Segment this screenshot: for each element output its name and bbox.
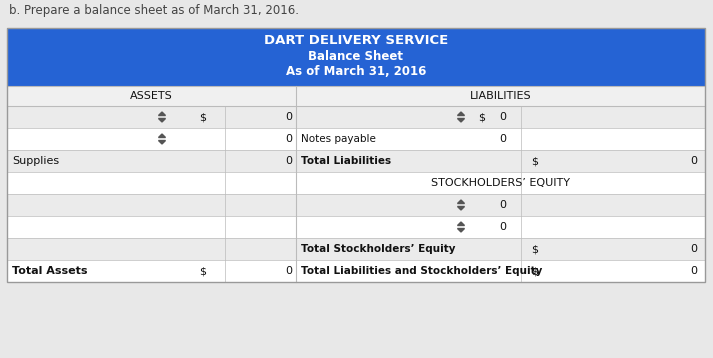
FancyBboxPatch shape: [7, 216, 296, 238]
FancyBboxPatch shape: [7, 238, 296, 260]
FancyBboxPatch shape: [7, 28, 705, 282]
Polygon shape: [458, 118, 464, 122]
FancyBboxPatch shape: [296, 194, 705, 216]
Text: Notes payable: Notes payable: [301, 134, 376, 144]
Text: 0: 0: [285, 134, 292, 144]
FancyBboxPatch shape: [7, 106, 296, 128]
Text: b. Prepare a balance sheet as of March 31, 2016.: b. Prepare a balance sheet as of March 3…: [9, 4, 299, 16]
Text: Total Liabilities: Total Liabilities: [301, 156, 391, 166]
Text: STOCKHOLDERS’ EQUITY: STOCKHOLDERS’ EQUITY: [431, 178, 570, 188]
FancyBboxPatch shape: [7, 260, 296, 282]
FancyBboxPatch shape: [296, 216, 705, 238]
Text: 0: 0: [499, 134, 506, 144]
FancyBboxPatch shape: [7, 150, 296, 172]
FancyBboxPatch shape: [296, 106, 705, 128]
Text: 0: 0: [285, 156, 292, 166]
FancyBboxPatch shape: [296, 172, 705, 194]
Polygon shape: [158, 140, 165, 144]
Text: $: $: [199, 266, 206, 276]
FancyBboxPatch shape: [296, 128, 705, 150]
Text: As of March 31, 2016: As of March 31, 2016: [286, 65, 426, 78]
Text: $: $: [478, 112, 485, 122]
Text: 0: 0: [499, 222, 506, 232]
Text: 0: 0: [690, 266, 697, 276]
Text: $: $: [531, 244, 538, 254]
Text: Total Stockholders’ Equity: Total Stockholders’ Equity: [301, 244, 456, 254]
FancyBboxPatch shape: [7, 194, 296, 216]
Text: Total Assets: Total Assets: [12, 266, 88, 276]
Text: 0: 0: [690, 156, 697, 166]
FancyBboxPatch shape: [7, 86, 705, 106]
Text: ASSETS: ASSETS: [130, 91, 173, 101]
Polygon shape: [458, 112, 464, 116]
Text: 0: 0: [285, 266, 292, 276]
Text: 0: 0: [499, 112, 506, 122]
FancyBboxPatch shape: [296, 150, 705, 172]
Text: $: $: [531, 156, 538, 166]
Text: Supplies: Supplies: [12, 156, 59, 166]
FancyBboxPatch shape: [7, 128, 296, 150]
Text: Balance Sheet: Balance Sheet: [309, 50, 404, 63]
Text: $: $: [199, 112, 206, 122]
Polygon shape: [458, 200, 464, 203]
FancyBboxPatch shape: [296, 238, 705, 260]
Polygon shape: [458, 207, 464, 210]
Text: Total Liabilities and Stockholders’ Equity: Total Liabilities and Stockholders’ Equi…: [301, 266, 543, 276]
Text: $: $: [531, 266, 538, 276]
Text: LIABILITIES: LIABILITIES: [470, 91, 531, 101]
FancyBboxPatch shape: [7, 172, 296, 194]
Polygon shape: [158, 112, 165, 116]
Text: 0: 0: [690, 244, 697, 254]
FancyBboxPatch shape: [296, 260, 705, 282]
FancyBboxPatch shape: [7, 28, 705, 86]
Polygon shape: [458, 222, 464, 226]
Text: 0: 0: [499, 200, 506, 210]
Polygon shape: [158, 134, 165, 137]
Polygon shape: [458, 228, 464, 232]
Polygon shape: [158, 118, 165, 122]
Text: DART DELIVERY SERVICE: DART DELIVERY SERVICE: [264, 34, 448, 47]
Text: 0: 0: [285, 112, 292, 122]
